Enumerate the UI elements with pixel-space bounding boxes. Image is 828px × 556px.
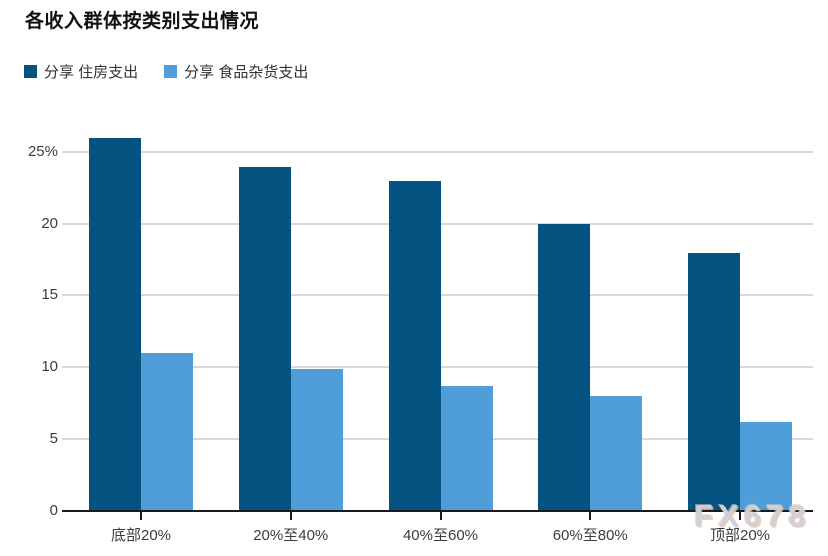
x-category-label-2: 40%至60%	[402, 527, 479, 544]
legend-item-grocery: 分享 食品杂货支出	[164, 61, 308, 82]
bar-grocery-0	[141, 352, 193, 511]
bar-housing-0	[89, 137, 141, 511]
x-tick-2	[439, 510, 442, 520]
x-category-label-1: 20%至40%	[253, 527, 329, 544]
x-tick-0	[140, 510, 142, 520]
y-tick-label-10: 10	[41, 358, 58, 376]
y-tick-label-15: 15	[41, 286, 58, 304]
x-category-label-0: 底部20%	[110, 527, 172, 544]
legend-swatch-grocery-icon	[164, 65, 178, 78]
x-tick-3	[589, 510, 592, 520]
x-category-label-4: 顶部20%	[709, 527, 771, 544]
bar-grocery-3	[590, 395, 642, 511]
x-axis-line	[62, 509, 813, 512]
bar-housing-3	[538, 223, 590, 511]
legend-label-housing: 分享 住房支出	[44, 64, 139, 81]
legend: 分享 住房支出 分享 食品杂货支出	[24, 61, 308, 82]
x-tick-4	[739, 510, 741, 520]
x-category-label-3: 60%至80%	[552, 527, 628, 544]
chart-title: 各收入群体按类别支出情况	[25, 11, 260, 32]
bar-grocery-1	[291, 368, 343, 511]
y-tick-label-0: 0	[49, 501, 58, 519]
bar-housing-2	[389, 180, 441, 511]
y-tick-label-20: 20	[41, 214, 58, 232]
legend-item-housing: 分享 住房支出	[24, 61, 138, 82]
gridline-25	[62, 151, 813, 153]
legend-swatch-housing-icon	[24, 65, 37, 78]
y-tick-label-25: 25%	[27, 143, 58, 160]
legend-label-grocery: 分享 食品杂货支出	[184, 64, 309, 81]
x-tick-1	[289, 510, 292, 520]
bar-housing-1	[239, 166, 291, 511]
bar-grocery-2	[441, 385, 493, 511]
y-tick-label-5: 5	[49, 429, 58, 447]
bar-housing-4	[688, 252, 740, 511]
watermark: FX678	[694, 498, 811, 533]
bar-grocery-4	[740, 421, 792, 511]
